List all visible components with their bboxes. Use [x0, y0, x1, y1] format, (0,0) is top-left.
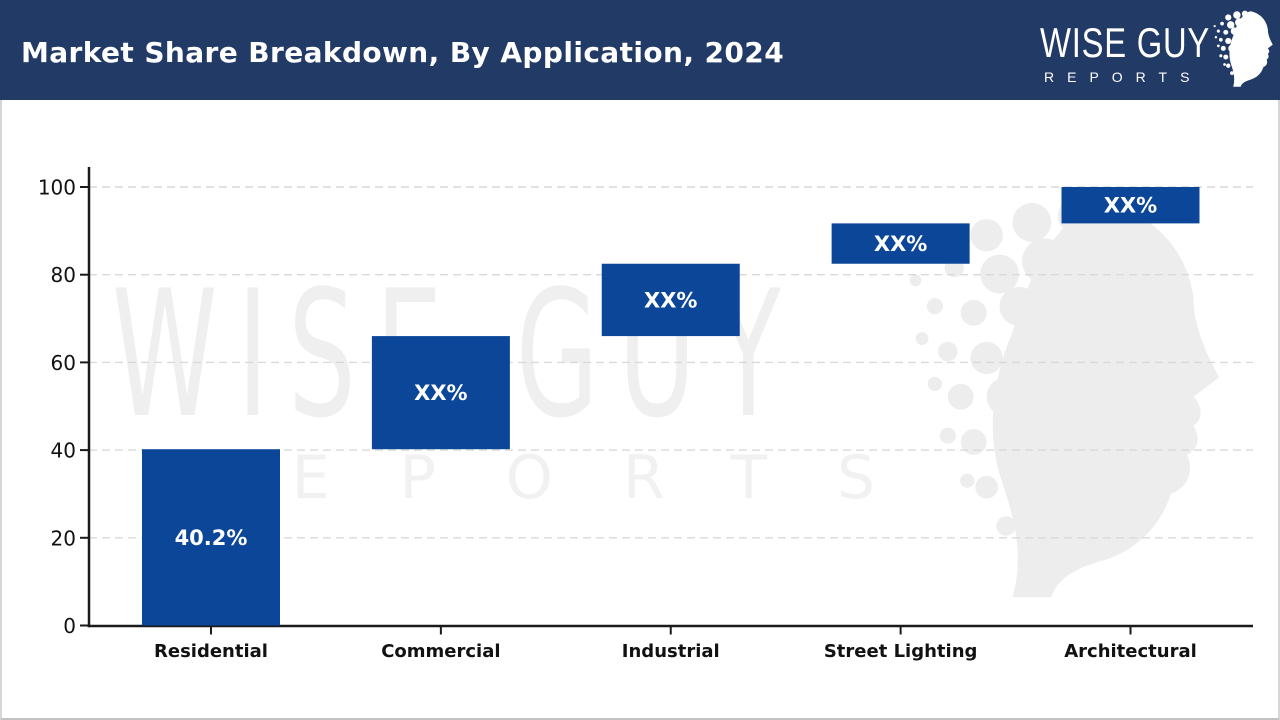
- page-title: Market Share Breakdown, By Application, …: [21, 36, 785, 69]
- bar-label: XX%: [414, 381, 467, 405]
- logo-face-icon: [1213, 10, 1273, 87]
- bar-architectural: [1061, 187, 1200, 224]
- x-axis-label: Residential: [154, 641, 268, 662]
- y-axis-label: 40: [51, 439, 76, 463]
- y-axis-label: 80: [51, 263, 76, 287]
- header-banner: Market Share Breakdown, By Application, …: [0, 0, 1280, 100]
- watermark-subtext: REPORTS: [180, 443, 946, 513]
- x-axis-label: Street Lighting: [824, 641, 978, 662]
- logo-subtext: REPORTS: [1044, 69, 1203, 85]
- bar-residential: [142, 449, 280, 626]
- logo-text: WISE GUY REPORTS: [1040, 19, 1258, 86]
- y-axis-label: 0: [63, 614, 76, 638]
- bar-street-lighting: [831, 223, 970, 264]
- bar-label: XX%: [874, 232, 927, 256]
- x-axis-label: Industrial: [622, 641, 720, 662]
- y-axis-label: 20: [51, 526, 76, 550]
- brand-logo: WISE GUY REPORTS: [1035, 0, 1280, 100]
- x-axis-label: Commercial: [381, 641, 500, 662]
- x-axis-label: Architectural: [1064, 641, 1197, 662]
- y-axis-label: 100: [38, 176, 76, 200]
- bar-commercial: [371, 336, 510, 450]
- bar-label: 40.2%: [175, 526, 248, 550]
- bar-industrial: [601, 263, 740, 337]
- logo-wordmark: WISE GUY: [1040, 19, 1211, 66]
- bar-label: XX%: [1104, 194, 1157, 218]
- bar-label: XX%: [644, 288, 697, 312]
- y-axis-label: 60: [51, 351, 76, 375]
